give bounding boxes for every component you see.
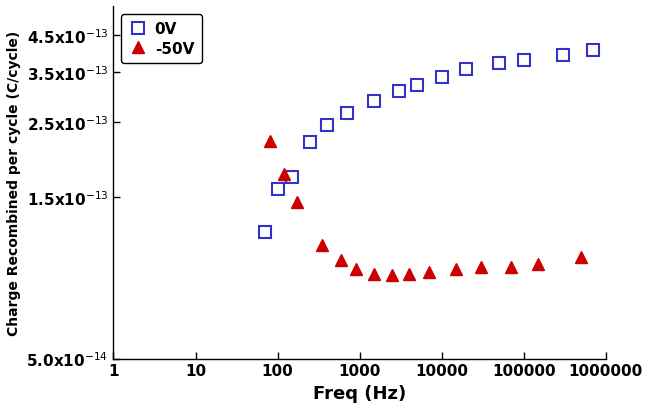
0V [463, 67, 471, 72]
-50V [477, 265, 485, 270]
0V [559, 53, 567, 58]
-50V [405, 272, 413, 276]
-50V [370, 272, 378, 276]
-50V [534, 262, 542, 267]
0V [274, 187, 281, 192]
0V [495, 62, 503, 67]
0V [323, 123, 331, 128]
Legend: 0V, -50V: 0V, -50V [121, 15, 202, 64]
0V [438, 75, 446, 80]
0V [590, 48, 597, 53]
-50V [280, 173, 288, 178]
-50V [425, 270, 433, 275]
0V [370, 99, 378, 104]
-50V [352, 267, 360, 272]
-50V [507, 265, 515, 270]
X-axis label: Freq (Hz): Freq (Hz) [313, 384, 406, 402]
-50V [318, 243, 326, 248]
0V [413, 83, 421, 88]
-50V [577, 255, 585, 260]
-50V [266, 139, 274, 144]
0V [306, 140, 314, 145]
Line: 0V: 0V [259, 45, 599, 238]
0V [395, 90, 403, 94]
-50V [337, 258, 345, 263]
-50V [292, 200, 300, 205]
0V [343, 112, 351, 117]
Line: -50V: -50V [263, 135, 588, 282]
Y-axis label: Charge Recombined per cycle (C/cycle): Charge Recombined per cycle (C/cycle) [7, 31, 21, 335]
-50V [389, 273, 396, 278]
0V [520, 58, 528, 63]
0V [288, 175, 296, 180]
0V [261, 230, 269, 235]
-50V [452, 267, 460, 272]
